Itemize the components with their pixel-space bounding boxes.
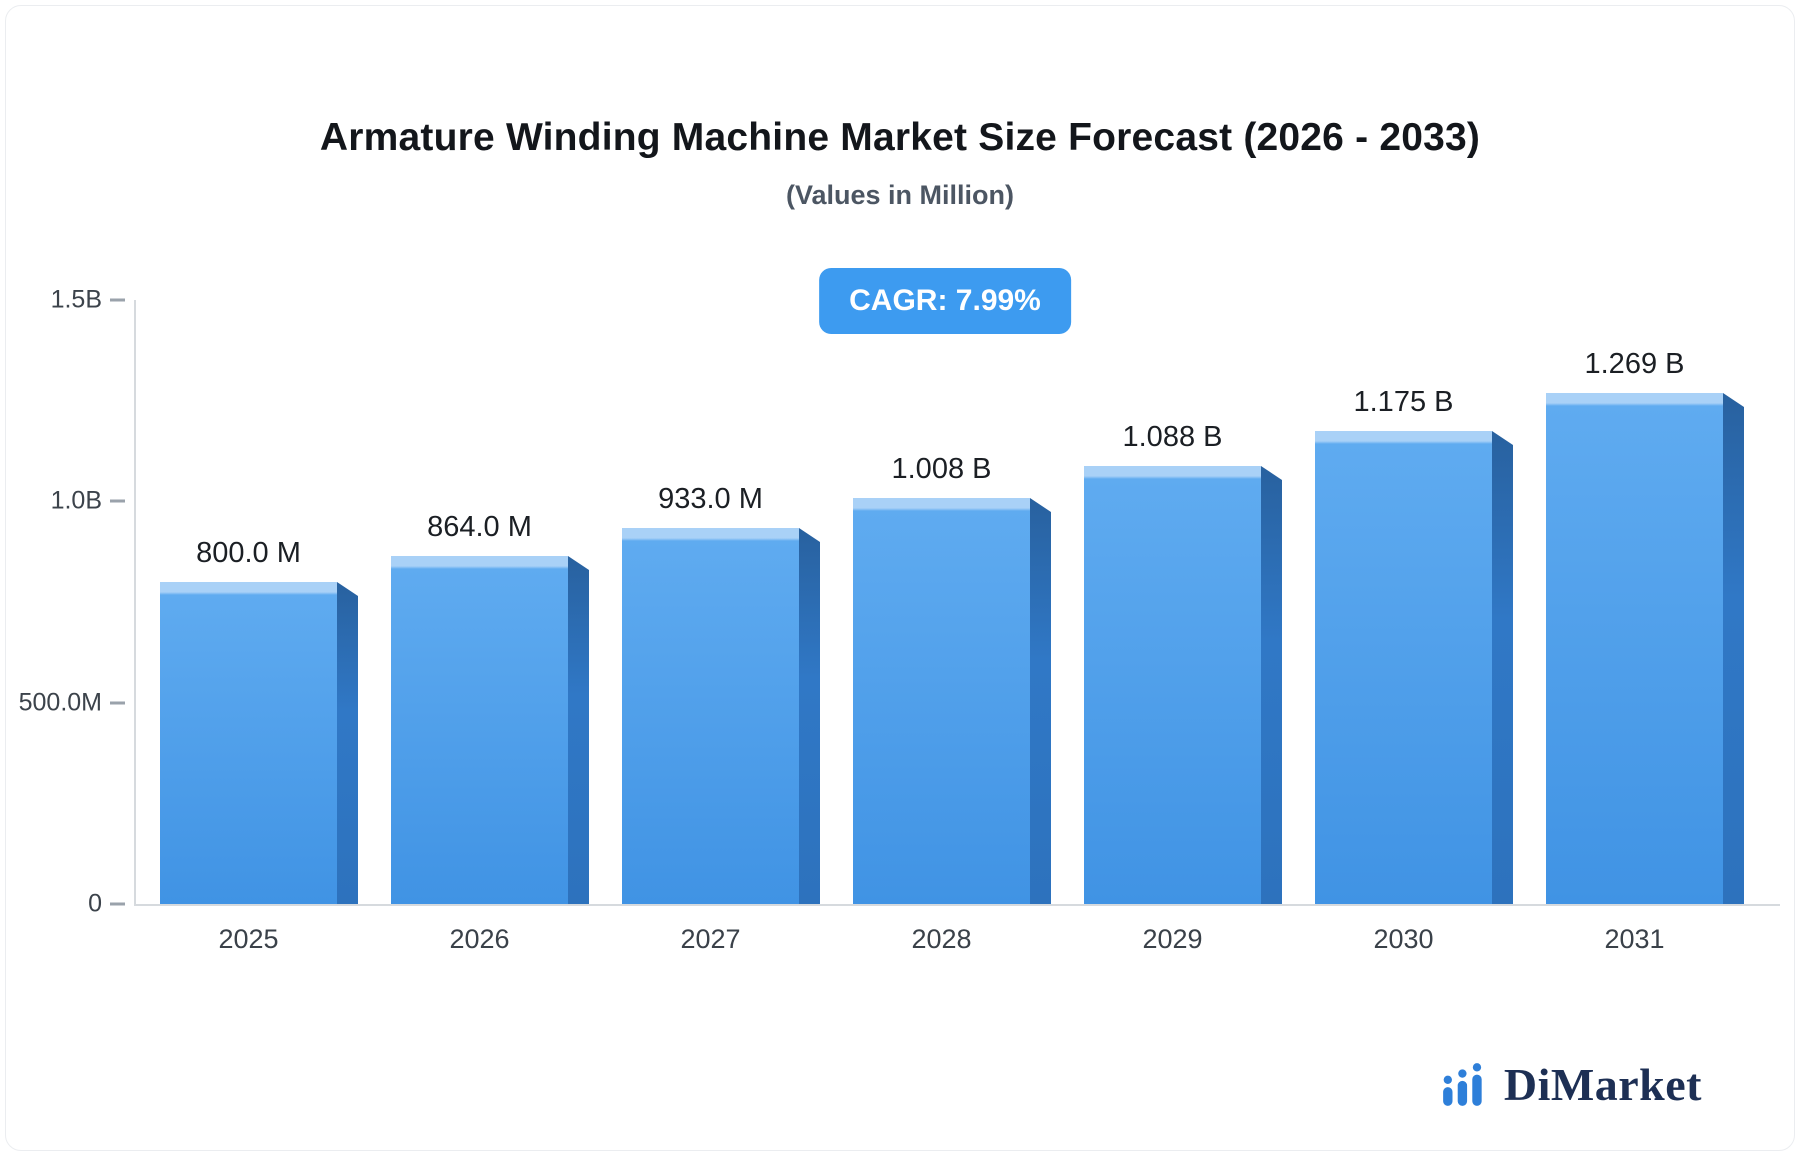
bar-side-face: [568, 556, 589, 904]
bar-front-face: [622, 528, 799, 904]
y-axis-tick-label: 1.0B: [50, 486, 102, 515]
chart-title: Armature Winding Machine Market Size For…: [319, 116, 1481, 159]
bar-side-face: [1261, 466, 1282, 904]
bar-value-label: 1.088 B: [1122, 421, 1223, 453]
bar-value-label: 1.175 B: [1353, 386, 1454, 418]
bar-group: 1.008 B 2028: [853, 453, 1051, 954]
bar-value-label: 1.008 B: [891, 453, 992, 485]
bar-front-face: [1546, 393, 1723, 904]
bar-group: 800.0 M 2025: [160, 537, 358, 954]
y-axis-tick-mark: [110, 902, 125, 906]
bar-front-face: [391, 556, 568, 904]
bar-front-face: [160, 582, 337, 904]
bar-front-face: [1315, 431, 1492, 904]
bars-row: 800.0 M 2025 864.0 M 2026 933.0 M 2027 1…: [160, 300, 1744, 954]
y-axis-tick-mark: [110, 298, 125, 302]
bar-group: 1.088 B 2029: [1084, 421, 1282, 954]
bar-side-face: [799, 528, 820, 904]
y-axis-tick-mark: [110, 701, 125, 705]
bar-side-face: [1492, 431, 1513, 904]
bar-side-face: [1723, 393, 1744, 904]
bar-side-face: [1030, 498, 1051, 904]
bar-x-label: 2026: [449, 924, 510, 954]
bar-x-label: 2031: [1604, 924, 1665, 954]
bar-x-label: 2029: [1142, 924, 1203, 954]
y-axis-tick-mark: [110, 499, 125, 503]
logo-text: DiMarket: [1503, 1059, 1702, 1110]
y-axis-tick-label: 1.5B: [50, 285, 102, 314]
chart-card: Armature Winding Machine Market Size For…: [5, 5, 1795, 1151]
bar-group: 1.269 B 2031: [1546, 348, 1744, 954]
bar-x-label: 2028: [911, 924, 972, 954]
bar-value-label: 800.0 M: [196, 537, 301, 569]
bar-group: 864.0 M 2026: [391, 511, 589, 954]
plot-area: 800.0 M 2025 864.0 M 2026 933.0 M 2027 1…: [19, 286, 1780, 954]
bar-chart-logo-icon: [1442, 1062, 1482, 1106]
bar-side-face: [337, 582, 358, 904]
bar-front-face: [1084, 466, 1261, 904]
bar-value-label: 1.269 B: [1584, 348, 1685, 380]
y-axis-tick-label: 0: [88, 889, 102, 918]
bar-x-label: 2030: [1373, 924, 1434, 954]
chart-subtitle: (Values in Million): [785, 180, 1015, 210]
bar-value-label: 864.0 M: [427, 511, 532, 543]
bar-front-face: [853, 498, 1030, 904]
bar-x-label: 2025: [218, 924, 279, 954]
cagr-badge: CAGR: 7.99%: [819, 268, 1071, 334]
bar-value-label: 933.0 M: [658, 483, 763, 515]
bar-group: 933.0 M 2027: [622, 483, 820, 954]
y-axis-tick-label: 500.0M: [18, 688, 102, 717]
bar-x-label: 2027: [680, 924, 741, 954]
dimarket-logo: DiMarket: [1440, 1058, 1702, 1111]
bar-group: 1.175 B 2030: [1315, 386, 1513, 954]
